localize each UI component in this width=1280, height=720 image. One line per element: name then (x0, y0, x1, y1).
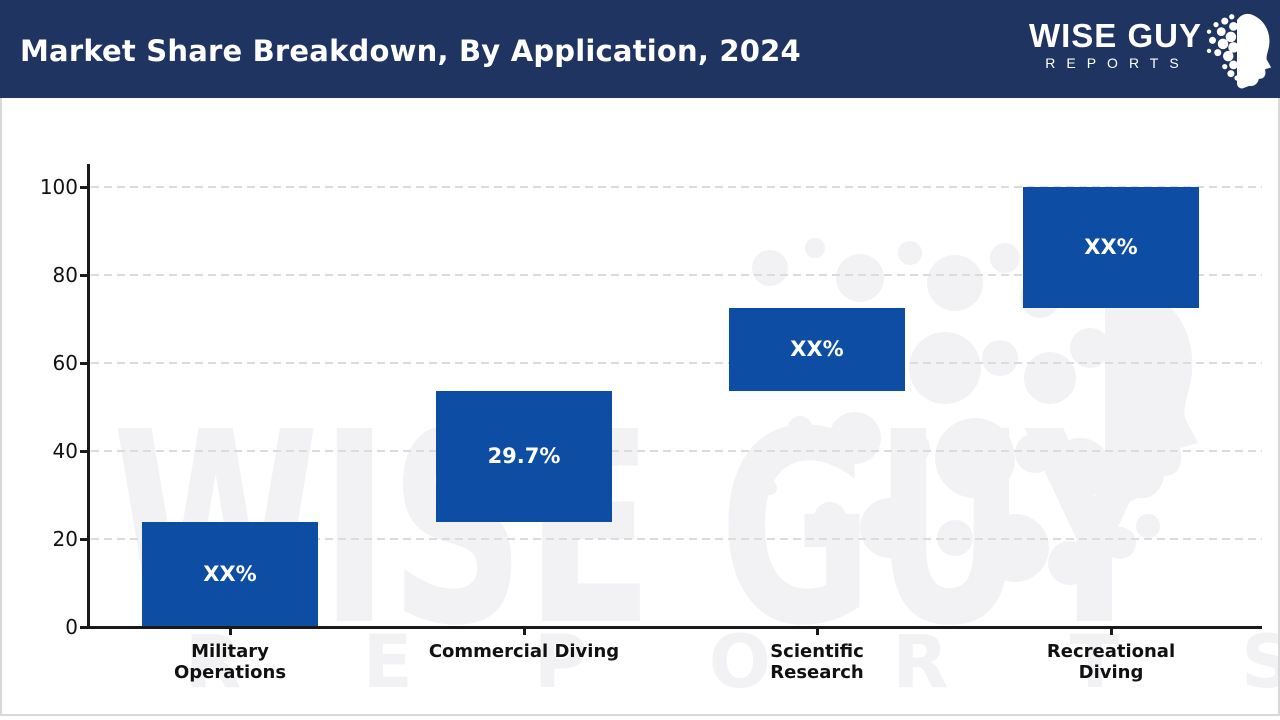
bar-segment-3: XX% (729, 307, 905, 392)
bar-value-label: XX% (790, 337, 844, 362)
x-category-label-line: Diving (1078, 662, 1144, 683)
watermark-subtitle: R E P O R T S (185, 620, 1280, 705)
y-tick-label-0: 0 (65, 615, 78, 639)
y-tick-label-20: 20 (52, 527, 78, 551)
x-category-label-3: Scientific Research (697, 641, 937, 683)
wise-guy-logo: WISE GUY REPORTS (1026, 4, 1272, 94)
y-tick-mark-40 (80, 450, 89, 453)
y-tick-label-80: 80 (52, 263, 78, 287)
bar-segment-1: XX% (142, 521, 318, 627)
logo-subtitle: REPORTS (1045, 55, 1190, 71)
y-tick-label-60: 60 (52, 351, 78, 375)
x-tick-mark-4 (1110, 627, 1113, 635)
bar-segment-4: XX% (1023, 187, 1199, 308)
y-tick-mark-60 (80, 362, 89, 365)
x-tick-mark-2 (523, 627, 526, 635)
header-bar: Market Share Breakdown, By Application, … (0, 0, 1280, 98)
bar-value-label: 29.7% (487, 444, 561, 469)
x-tick-mark-3 (816, 627, 819, 635)
logo-face-icon (1206, 13, 1272, 89)
x-axis-line (87, 626, 1262, 629)
x-category-label-line: Scientific (770, 641, 864, 662)
bar-value-label: XX% (1084, 235, 1138, 260)
x-category-label-1: Military Operations (110, 641, 350, 683)
gridline-100 (91, 186, 1262, 188)
x-category-label-line: Recreational (1046, 641, 1176, 662)
y-tick-label-100: 100 (39, 175, 78, 199)
x-category-label-line: Research (770, 662, 864, 683)
y-axis-line (87, 164, 90, 629)
x-category-label-4: Recreational Diving (991, 641, 1231, 683)
x-category-label-2: Commercial Diving (404, 641, 644, 662)
y-tick-label-40: 40 (52, 439, 78, 463)
gridline-60 (91, 362, 1262, 364)
x-tick-mark-1 (229, 627, 232, 635)
x-category-label-line: Operations (173, 662, 287, 683)
logo-text: WISE GUY REPORTS (1029, 18, 1202, 72)
gridline-20 (91, 538, 1262, 540)
y-tick-mark-100 (80, 186, 89, 189)
x-category-label-line: Military (191, 641, 269, 662)
page-title: Market Share Breakdown, By Application, … (20, 34, 801, 68)
y-tick-mark-20 (80, 538, 89, 541)
y-tick-mark-80 (80, 274, 89, 277)
x-category-label-line: Commercial Diving (428, 641, 620, 662)
logo-wordmark: WISE GUY (1028, 17, 1202, 54)
gridline-40 (91, 450, 1262, 452)
bar-segment-2: 29.7% (436, 391, 612, 522)
y-tick-mark-0 (80, 626, 89, 629)
bar-value-label: XX% (203, 562, 257, 587)
gridline-80 (91, 274, 1262, 276)
